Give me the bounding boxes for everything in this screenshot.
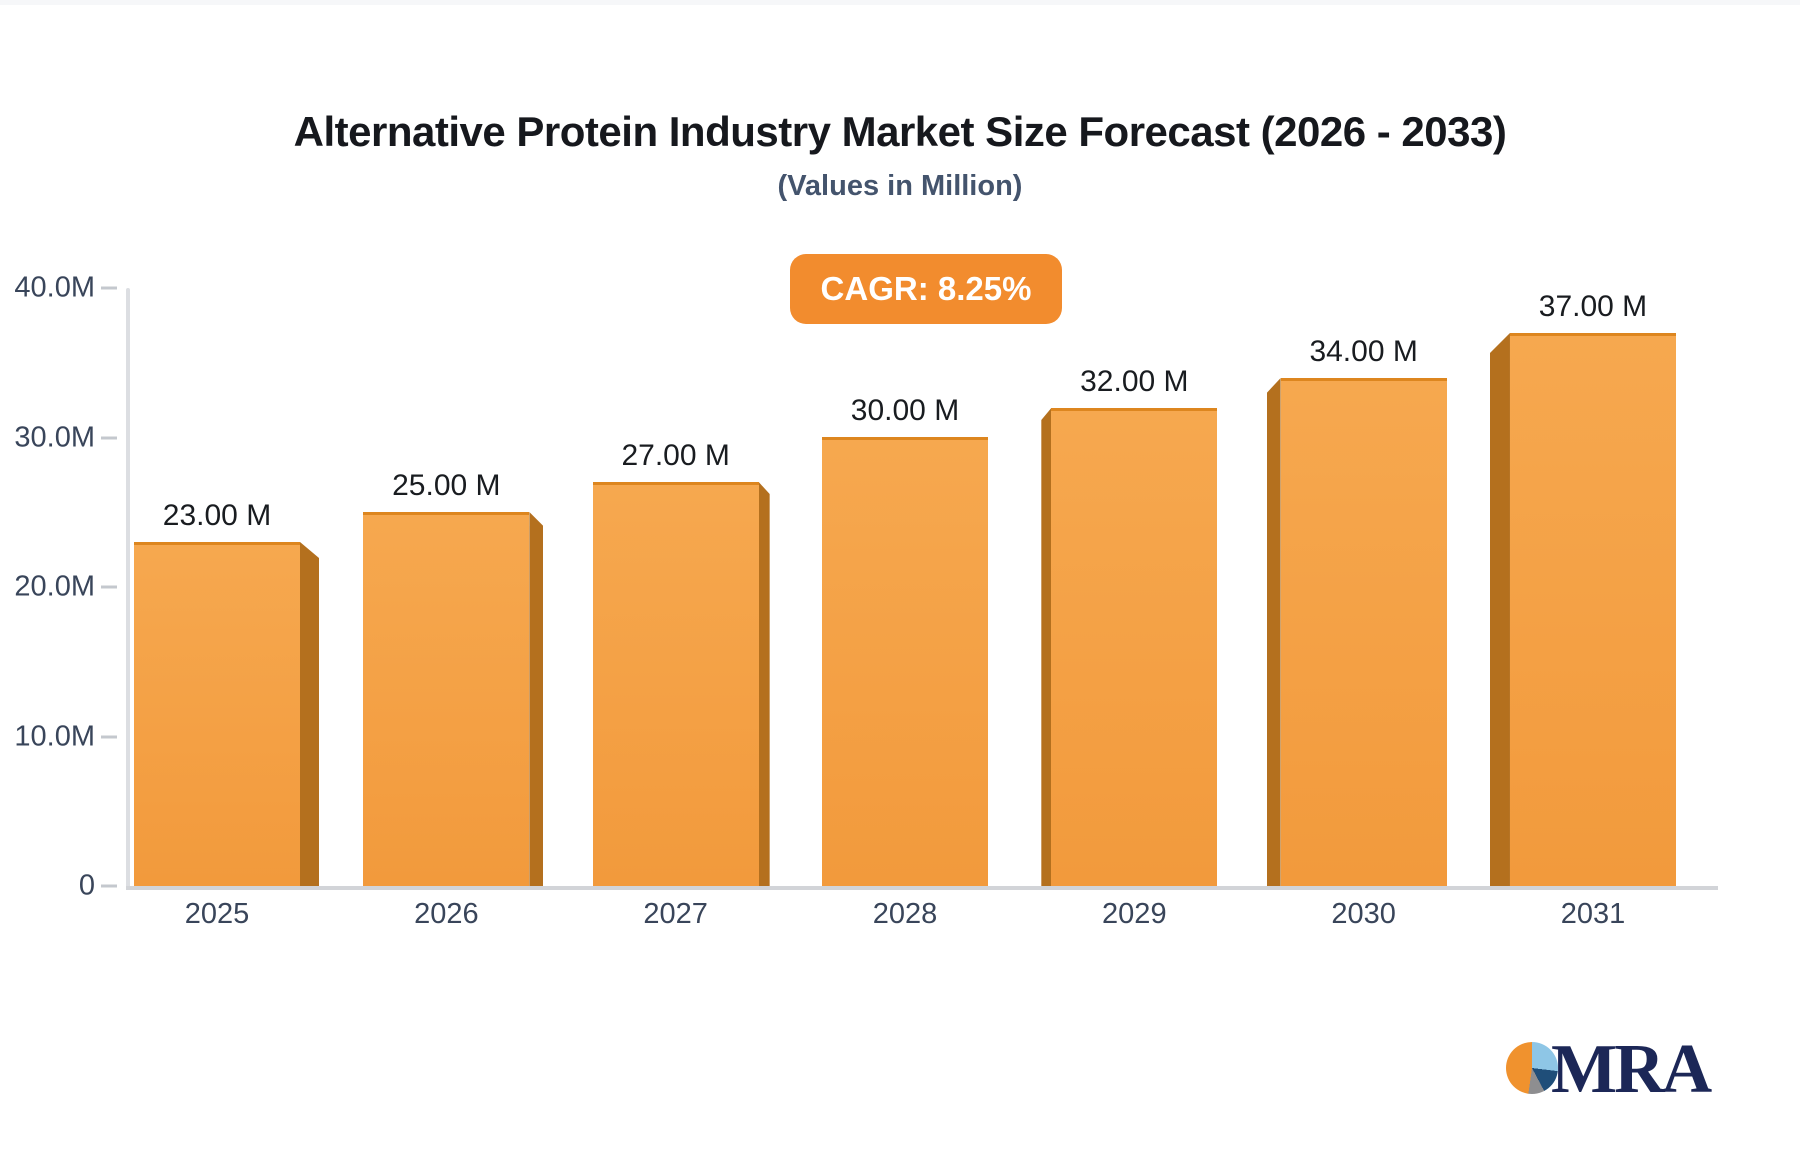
bar-value-label: 34.00 M xyxy=(1309,335,1418,368)
bar-value-label: 32.00 M xyxy=(1080,365,1189,398)
x-axis-label: 2028 xyxy=(872,898,938,930)
y-axis-label: 30.0M xyxy=(14,421,95,453)
y-axis-tick xyxy=(101,436,117,439)
y-axis-label: 20.0M xyxy=(14,570,95,603)
chart-subtitle: (Values in Million) xyxy=(777,170,1023,202)
bar-3d-side xyxy=(1489,333,1510,886)
bar-3d-side xyxy=(1266,378,1281,886)
pie-chart-logo-icon xyxy=(1506,1042,1558,1094)
bar-value-label: 23.00 M xyxy=(162,499,272,532)
bar-value-label: 37.00 M xyxy=(1538,290,1648,323)
chart-title: Alternative Protein Industry Market Size… xyxy=(293,108,1507,155)
bar-value-label: 25.00 M xyxy=(392,469,501,502)
y-axis-tick xyxy=(101,735,117,738)
y-axis-tick xyxy=(101,884,117,888)
bar-3d-side xyxy=(1041,408,1052,886)
x-axis-label: 2029 xyxy=(1102,898,1167,930)
bar-3d-side xyxy=(758,482,770,886)
y-axis-label: 0 xyxy=(78,869,95,902)
bar-value-label: 27.00 M xyxy=(621,439,730,472)
logo-text: MRA xyxy=(1551,1031,1712,1108)
bar-2028 xyxy=(821,437,988,886)
x-axis-label: 2026 xyxy=(414,898,479,930)
x-axis-label: 2025 xyxy=(184,898,250,930)
x-axis-label: 2031 xyxy=(1560,898,1626,930)
bar-2026 xyxy=(363,512,530,886)
y-axis-line xyxy=(126,288,130,890)
y-axis-tick xyxy=(101,585,117,589)
y-axis-label: 10.0M xyxy=(14,720,95,752)
mra-logo: MRA xyxy=(1506,1031,1712,1108)
bar-2027 xyxy=(592,482,759,886)
y-axis-tick xyxy=(101,286,117,290)
bar-value-label: 30.00 M xyxy=(850,394,960,427)
bar-2031 xyxy=(1509,333,1676,886)
bar-3d-side xyxy=(529,512,544,886)
bar-3d-side xyxy=(300,542,319,886)
y-axis-label: 40.0M xyxy=(14,271,95,304)
bar-2029 xyxy=(1051,408,1218,886)
x-axis-label: 2030 xyxy=(1331,898,1396,930)
x-axis-baseline xyxy=(126,886,1718,890)
bar-2030 xyxy=(1280,378,1447,886)
cagr-badge: CAGR: 8.25% xyxy=(790,254,1062,324)
x-axis-label: 2027 xyxy=(643,898,708,930)
top-edge-strip xyxy=(0,0,1800,5)
bar-2025 xyxy=(134,542,300,886)
